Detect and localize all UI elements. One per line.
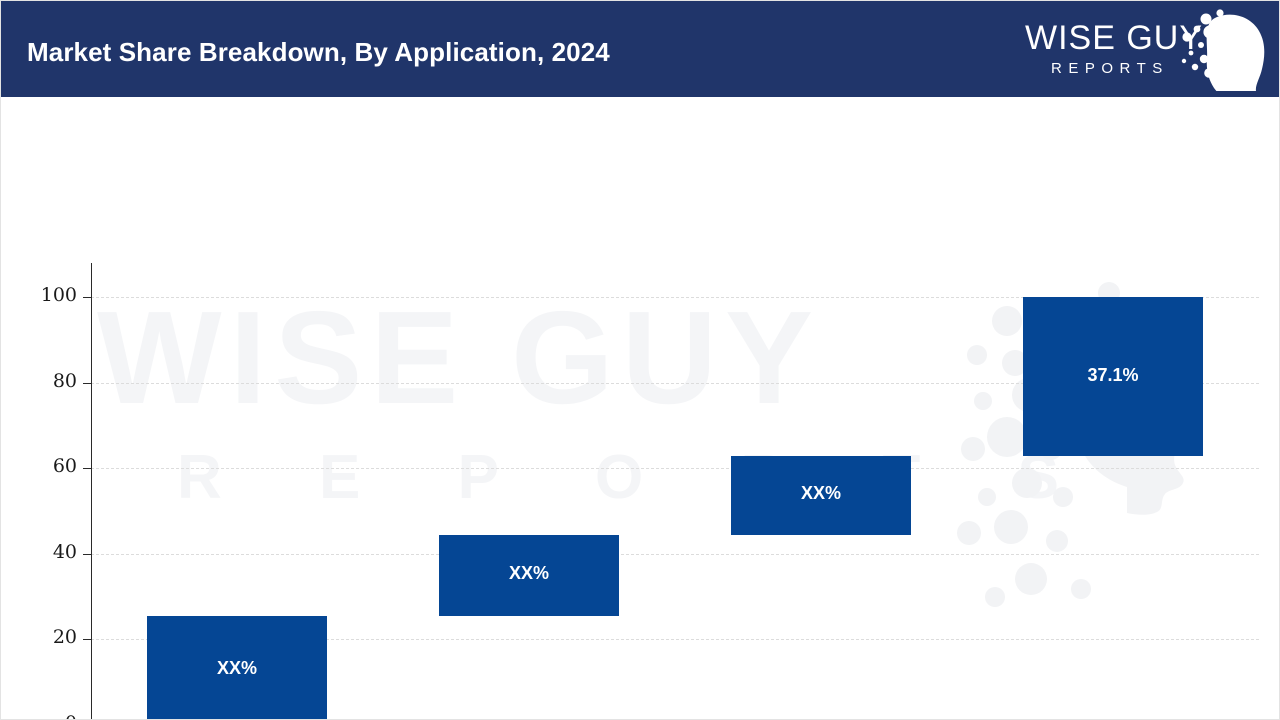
- bar-robotics[interactable]: [1023, 297, 1203, 456]
- brain-dots-head-icon: [1181, 9, 1265, 91]
- page-header: Market Share Breakdown, By Application, …: [1, 1, 1279, 97]
- bar-aerospace[interactable]: [147, 615, 327, 719]
- gridline: [91, 639, 1259, 641]
- watermark-wiseguy: WISE GUY: [97, 284, 822, 431]
- wise-guy-reports-logo: WISE GUY REPORTS: [1025, 9, 1265, 91]
- y-tick-label: 100: [40, 284, 77, 307]
- y-tick-label: 0: [21, 712, 77, 719]
- y-tick-label: 40: [52, 540, 77, 563]
- y-axis-line: [91, 263, 92, 719]
- bar-industrial-automation[interactable]: [439, 534, 619, 616]
- bar-medical-devices[interactable]: [731, 455, 911, 535]
- bar-value-label: 37.1%: [1087, 364, 1139, 385]
- y-tick-mark: [83, 468, 91, 470]
- y-tick-mark: [83, 553, 91, 555]
- bar-value-label: XX%: [800, 483, 842, 504]
- gridline: [91, 297, 1259, 299]
- y-tick-label: 80: [52, 369, 77, 392]
- page-title: Market Share Breakdown, By Application, …: [27, 37, 610, 67]
- svg-text:WISE GUY: WISE GUY: [1025, 19, 1203, 57]
- gridline: [91, 468, 1259, 470]
- y-tick-mark: [83, 639, 91, 641]
- y-tick-mark: [83, 382, 91, 384]
- gridline: [91, 553, 1259, 555]
- bar-value-label: XX%: [508, 563, 550, 584]
- bar-value-label: XX%: [216, 658, 258, 679]
- watermark-reports: R E P O R T S: [177, 443, 1099, 512]
- y-tick-mark: [83, 297, 91, 299]
- chart-canvas: WISE GUY R E P O R T S 0 20 40: [1, 97, 1279, 719]
- y-tick-label: 60: [52, 455, 77, 478]
- svg-text:REPORTS: REPORTS: [1051, 60, 1169, 77]
- gridline: [91, 382, 1259, 384]
- y-tick-label: 20: [52, 626, 77, 649]
